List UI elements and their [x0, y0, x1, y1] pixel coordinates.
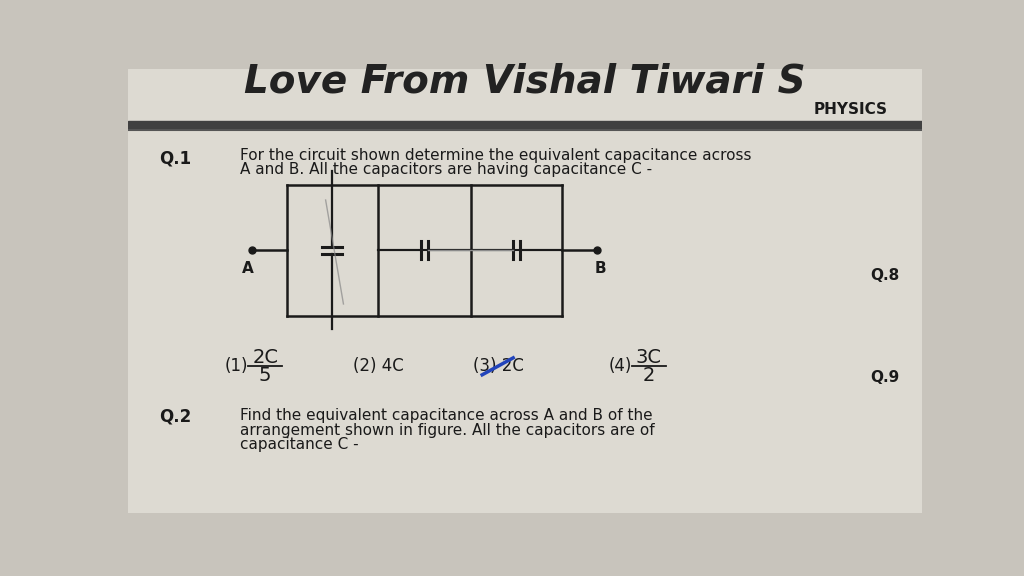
Text: 3C: 3C	[636, 348, 662, 367]
Text: 2C: 2C	[252, 348, 279, 367]
Text: (1): (1)	[225, 357, 249, 374]
Text: (4): (4)	[608, 357, 632, 374]
Bar	[128, 122, 922, 129]
Text: PHYSICS: PHYSICS	[813, 102, 888, 117]
Text: Q.1: Q.1	[159, 150, 191, 168]
Text: Q.2: Q.2	[159, 408, 191, 426]
Text: A and B. All the capacitors are having capacitance C -: A and B. All the capacitors are having c…	[241, 162, 652, 177]
Text: capacitance C -: capacitance C -	[241, 437, 359, 452]
Text: Love From Vishal Tiwari S: Love From Vishal Tiwari S	[244, 63, 806, 101]
Text: 5: 5	[259, 366, 271, 385]
Text: (2) 4C: (2) 4C	[352, 357, 403, 374]
Text: 2: 2	[643, 366, 655, 385]
Text: B: B	[595, 261, 606, 276]
Text: Q.9: Q.9	[869, 370, 899, 385]
Text: Find the equivalent capacitance across A and B of the: Find the equivalent capacitance across A…	[241, 408, 653, 423]
Text: (3) 2C: (3) 2C	[473, 357, 523, 374]
Text: Q.8: Q.8	[869, 268, 899, 283]
Text: A: A	[243, 261, 254, 276]
Text: For the circuit shown determine the equivalent capacitance across: For the circuit shown determine the equi…	[241, 149, 752, 164]
Text: arrangement shown in figure. All the capacitors are of: arrangement shown in figure. All the cap…	[241, 423, 655, 438]
